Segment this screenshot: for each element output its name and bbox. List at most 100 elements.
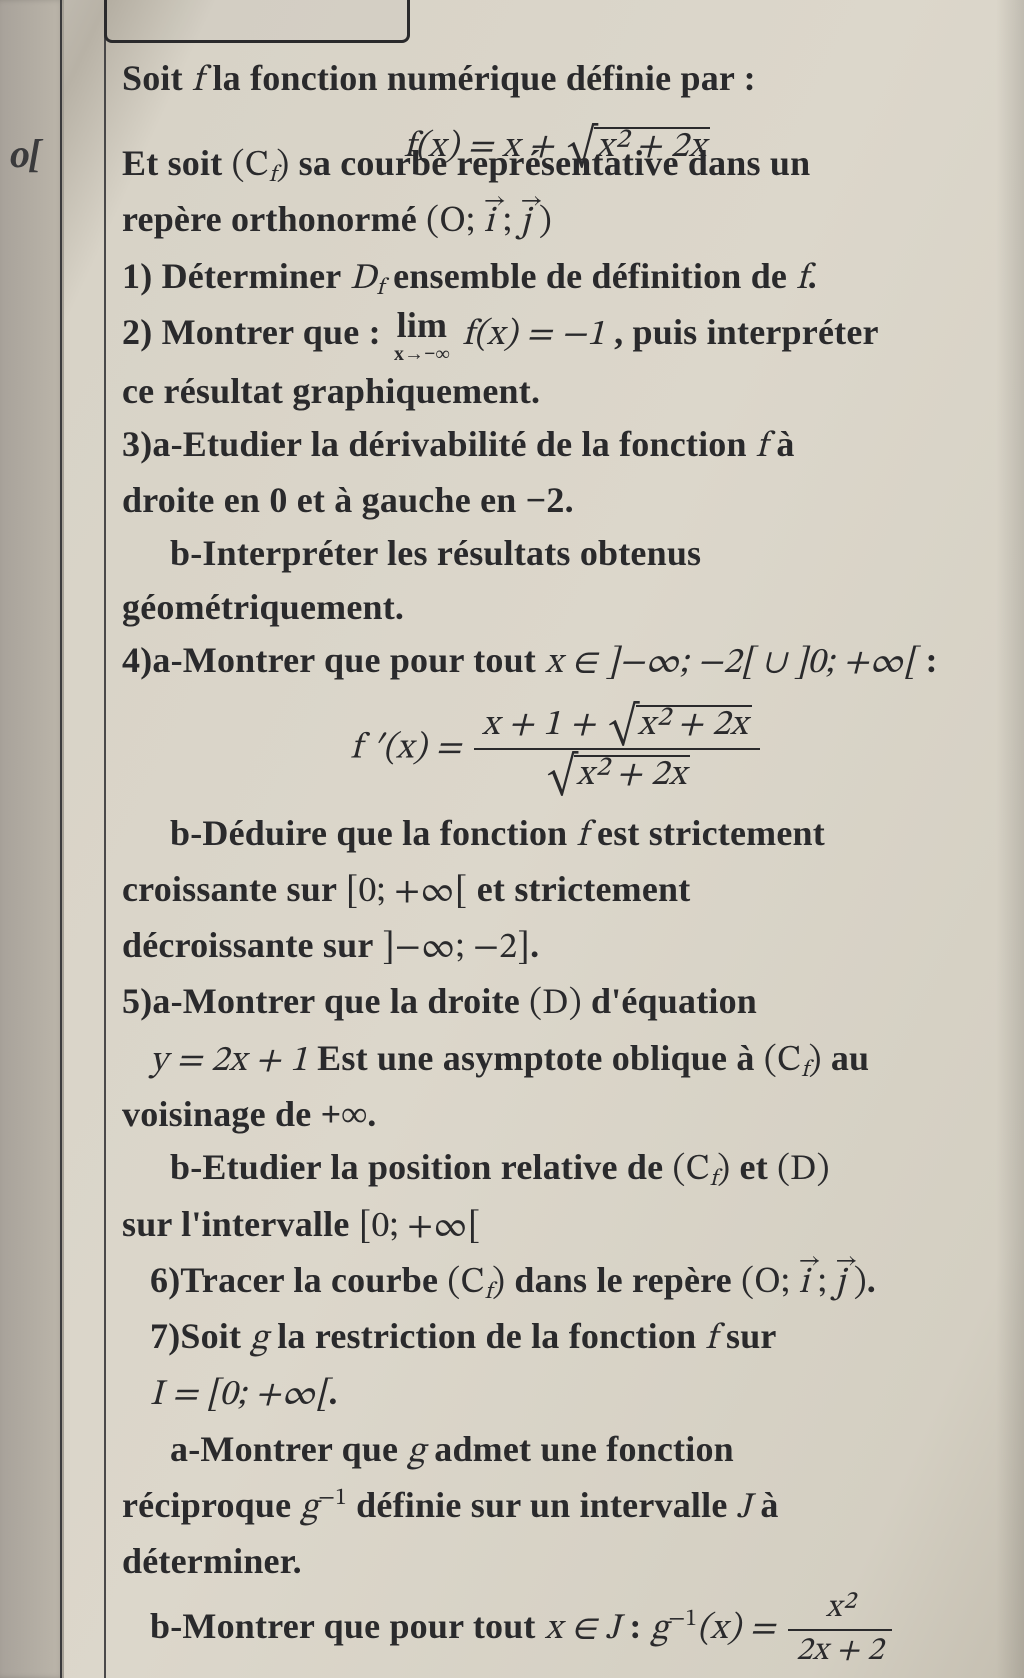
text: Soit <box>122 58 192 98</box>
q4a-equation: f ′(x) = x + 1 + √x² + 2x √x² + 2x <box>122 700 992 798</box>
cf-sub: f <box>801 1058 808 1082</box>
text: 4)a-Montrer que pour tout <box>122 640 545 680</box>
text: dans le repère <box>505 1260 741 1300</box>
q3a-line-2: droite en 0 et à gauche en −2. <box>122 474 992 527</box>
D: (D) <box>529 986 582 1022</box>
q7-line-1: 7)Soit g la restriction de la fonction f… <box>122 1310 992 1366</box>
intro-line-1: Soit f la fonction numérique définie par… <box>122 52 992 108</box>
Df: D <box>350 261 376 297</box>
q7a-line-3: déterminer. <box>122 1535 992 1588</box>
q7a-line-1: a-Montrer que g admet une fonction <box>122 1423 992 1479</box>
q3b-line-1: b-Interpréter les résultats obtenus <box>122 527 992 580</box>
f-symbol: f <box>192 63 203 99</box>
text: la fonction numérique définie par : <box>203 58 756 98</box>
q1: 1) Déterminer Df ensemble de définition … <box>122 250 992 306</box>
page-left-gutter <box>0 0 64 1678</box>
text: b-Etudier la position relative de <box>170 1147 673 1187</box>
text: ensemble de définition de <box>384 256 796 296</box>
repere: (O; i ; j ) <box>741 1265 867 1301</box>
dot: . <box>328 1372 337 1412</box>
q7b: b-Montrer que pour tout x ∈ J : g−1(x) =… <box>122 1588 992 1671</box>
q4a-line-1: 4)a-Montrer que pour tout x ∈ ]−∞; −2[ ∪… <box>122 634 992 690</box>
text: sa courbe représentative dans un <box>289 143 810 183</box>
f: f <box>577 818 588 854</box>
colon: : <box>916 640 937 680</box>
fp-lhs: f ′(x) = <box>350 731 470 767</box>
text: sur l'intervalle <box>122 1204 359 1244</box>
f: f <box>706 1321 717 1357</box>
text: b-Interpréter les résultats obtenus <box>170 533 701 573</box>
text: déterminer. <box>122 1541 302 1581</box>
dot: . <box>867 1260 876 1300</box>
text: géométriquement. <box>122 587 404 627</box>
text: définie sur un intervalle <box>347 1485 737 1525</box>
eqx: (x) = <box>697 1611 784 1647</box>
lim-expr: f(x) = −1 <box>454 317 605 353</box>
text: a-Montrer que <box>170 1429 407 1469</box>
intro-line-2: Et soit (Cf) sa courbe représentative da… <box>122 137 992 193</box>
sqrt: √x² + 2x <box>563 119 710 175</box>
text: au <box>822 1038 870 1078</box>
text: : <box>620 1606 651 1646</box>
eq: y = 2x + 1 <box>150 1043 308 1079</box>
fraction-ginv: x² 2x + 2 <box>788 1588 891 1671</box>
exercise-body: Soit f la fonction numérique définie par… <box>118 44 998 1678</box>
cf: (C <box>764 1043 801 1079</box>
text: est strictement <box>588 813 825 853</box>
q6: 6)Tracer la courbe (Cf) dans le repère (… <box>122 1254 992 1310</box>
g: g <box>250 1321 268 1357</box>
J: J <box>737 1490 751 1526</box>
cf: (C <box>673 1152 710 1188</box>
cf-close: ) <box>276 148 289 184</box>
q5a-line-2: y = 2x + 1 Est une asymptote oblique à (… <box>122 1032 992 1088</box>
num-a: x + 1 + <box>482 707 604 743</box>
dot: . <box>808 256 817 296</box>
text: admet une fonction <box>425 1429 734 1469</box>
text: voisinage de +∞. <box>122 1094 376 1134</box>
I: I = [0; +∞[ <box>150 1377 328 1413</box>
num-sqrt: √x² + 2x <box>604 701 751 748</box>
q3b-line-2: géométriquement. <box>122 581 992 634</box>
cf-end: ) <box>809 1043 822 1079</box>
header-tab-box <box>104 0 410 43</box>
q5a-line-1: 5)a-Montrer que la droite (D) d'équation <box>122 975 992 1031</box>
dot: . <box>530 925 539 965</box>
g: g <box>407 1434 425 1470</box>
text: 3)a-Etudier la dérivabilité de la foncti… <box>122 424 756 464</box>
radicand: x² + 2x <box>594 127 710 165</box>
text: la restriction de la fonction <box>268 1316 705 1356</box>
cf-end: ) <box>492 1265 505 1301</box>
text: et strictement <box>468 869 691 909</box>
den-sqrt: √x² + 2x <box>543 751 690 798</box>
cf-open: (C <box>232 148 269 184</box>
text: et <box>730 1147 777 1187</box>
num: x² <box>788 1588 891 1631</box>
text: à <box>767 424 794 464</box>
intro-line-3: repère orthonormé (O; i ; j ) <box>122 193 992 249</box>
D: (D) <box>777 1152 830 1188</box>
q4b-line-2: croissante sur [0; +∞[ et strictement <box>122 863 992 919</box>
margin-label: o[ <box>10 130 39 177</box>
q5a-line-3: voisinage de +∞. <box>122 1088 992 1141</box>
q7a-line-2: réciproque g−1 définie sur un intervalle… <box>122 1479 992 1535</box>
text: , puis interpréter <box>605 312 879 352</box>
den: 2x + 2 <box>788 1631 891 1672</box>
text: b-Montrer que pour tout <box>150 1606 545 1646</box>
outer-margin-rule <box>60 0 62 1678</box>
q4b-line-1: b-Déduire que la fonction f est strictem… <box>122 807 992 863</box>
q3a-line-1: 3)a-Etudier la dérivabilité de la foncti… <box>122 418 992 474</box>
text: 7)Soit <box>150 1316 250 1356</box>
text: b-Déduire que la fonction <box>170 813 577 853</box>
right-vignette <box>996 0 1024 1678</box>
text: Et soit <box>122 143 232 183</box>
text: 2) Montrer que : <box>122 312 390 352</box>
cf: (C <box>447 1265 484 1301</box>
fraction: x + 1 + √x² + 2x √x² + 2x <box>474 700 760 798</box>
text: à <box>751 1485 778 1525</box>
text: réciproque <box>122 1485 301 1525</box>
g-inv-sup: −1 <box>318 1486 347 1510</box>
repere: (O; i ; j ) <box>426 204 552 240</box>
text: croissante sur <box>122 869 346 909</box>
q4b-line-3: décroissante sur ]−∞; −2]. <box>122 919 992 975</box>
text: sur <box>717 1316 777 1356</box>
